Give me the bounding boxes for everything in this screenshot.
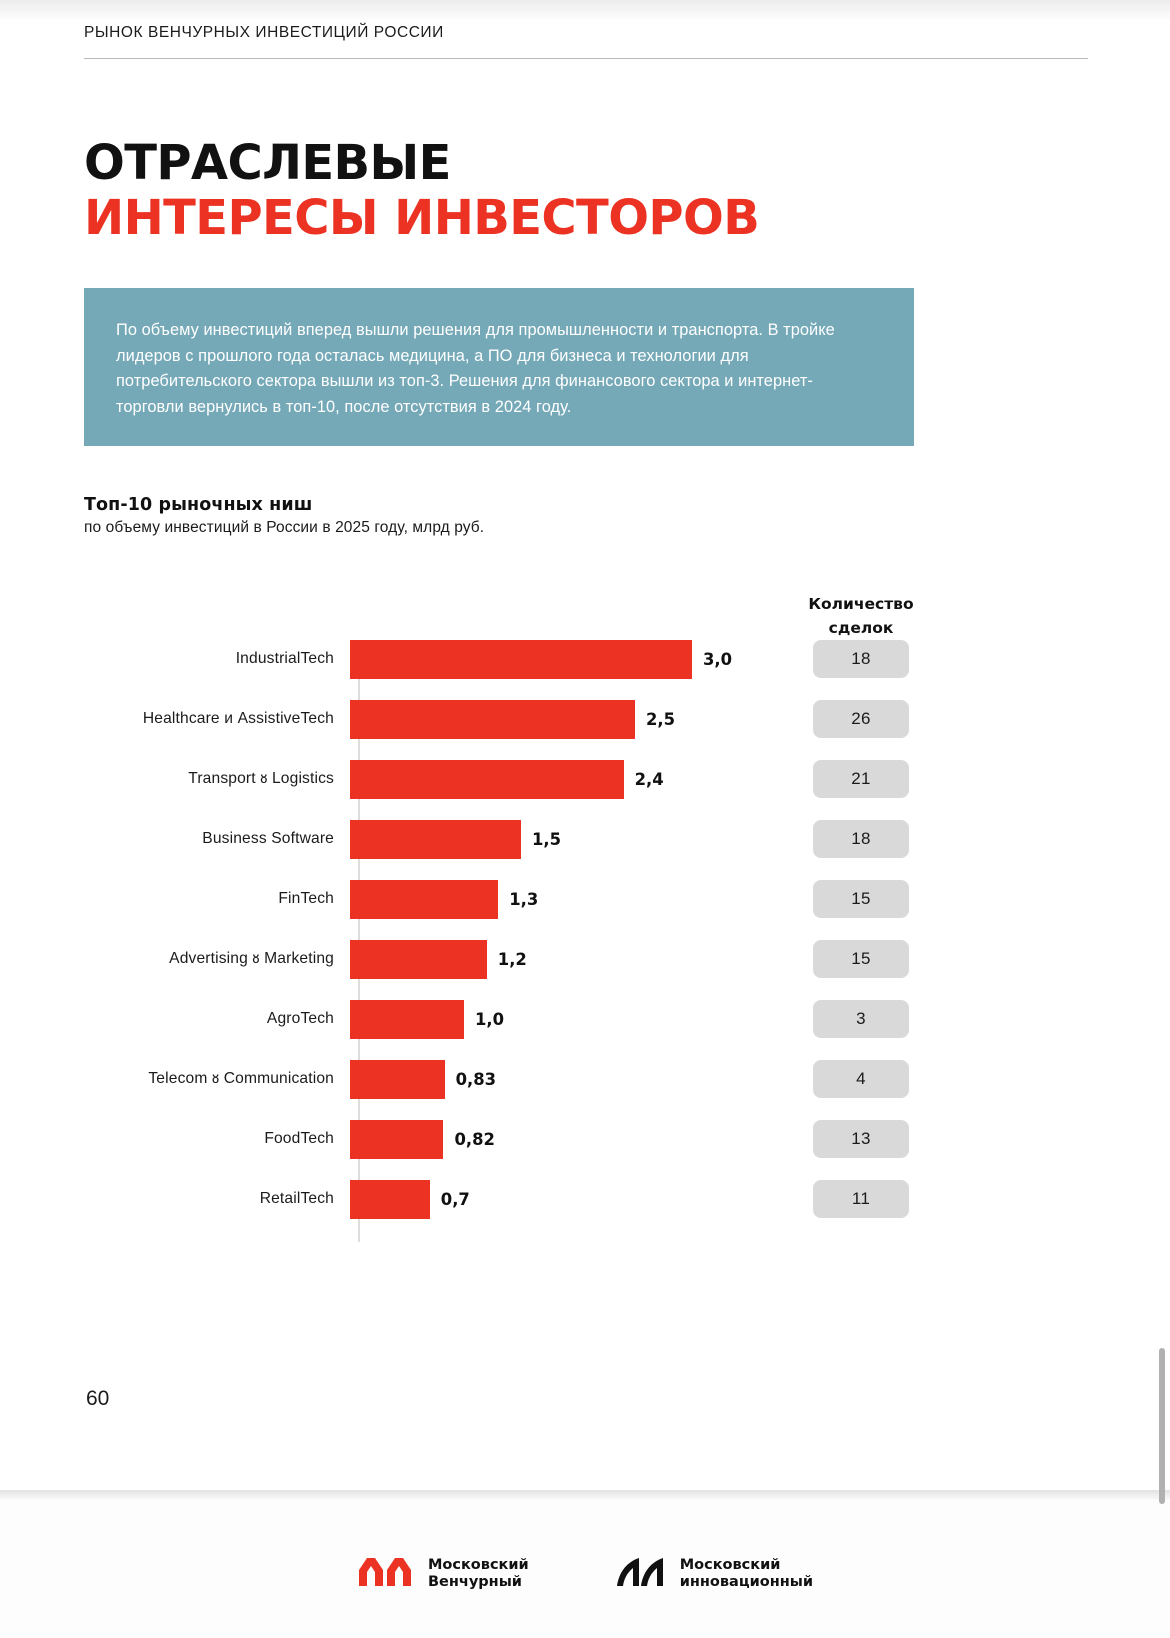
chart-row-label: Telecom ᴕ Communication [148, 1070, 334, 1087]
deals-count-cell: 3 [776, 996, 946, 1042]
page-title: ОТРАСЛЕВЫЕ ИНТЕРЕСЫ ИНВЕСТОРОВ [84, 135, 760, 246]
chart-bar-value: 0,82 [454, 1129, 495, 1149]
chart-bar [350, 699, 635, 739]
chart-row: RetailTech 0,7 11 [84, 1176, 1088, 1222]
chart-bar-zone: 0,83 [350, 1056, 770, 1102]
deals-count-pill: 3 [813, 1000, 909, 1038]
mvf-logo-label: Московский Венчурный [427, 1556, 529, 1590]
chart-row: Transport ᴕ Logistics 2,4 21 [84, 756, 1088, 802]
chart-bar-value: 3,0 [703, 649, 733, 669]
deals-count-cell: 11 [776, 1176, 946, 1222]
deals-count-pill: 26 [813, 700, 909, 738]
deals-count-cell: 21 [776, 756, 946, 802]
footer-logos: Московский Венчурный Московский инноваци… [0, 1554, 1170, 1593]
chart-row: Healthcare и AssistiveTech 2,5 26 [84, 696, 1088, 742]
chart-bar-zone: 1,2 [350, 936, 770, 982]
mvf-logo-icon [357, 1554, 415, 1593]
mic-logo-label: Московский инновационный [679, 1556, 814, 1590]
chart-bar-zone: 1,5 [350, 816, 770, 862]
chart-row-label: Advertising ᴕ Marketing [169, 950, 334, 967]
chart-bar [350, 879, 499, 919]
footer-band: Московский Венчурный Московский инноваци… [0, 1490, 1170, 1638]
chart-bar-zone: 1,0 [350, 996, 770, 1042]
chart-bar-zone: 2,4 [350, 756, 770, 802]
chart-row-label: Healthcare и AssistiveTech [142, 710, 334, 727]
page-scrollbar[interactable] [1159, 0, 1168, 1638]
chart-row-label: Transport ᴕ Logistics [188, 770, 334, 787]
chart-bar-value: 0,7 [440, 1189, 470, 1209]
chart-bar-value: 0,83 [455, 1069, 497, 1089]
chart-row: Business Software 1,5 18 [84, 816, 1088, 862]
chart-bar [350, 999, 464, 1039]
deals-count-pill: 4 [813, 1060, 909, 1098]
moscow-venture-fund-logo: Московский Венчурный [357, 1554, 529, 1593]
chart-row: Advertising ᴕ Marketing 1,2 15 [84, 936, 1088, 982]
mic-logo-icon [613, 1554, 667, 1593]
chart-bar [350, 759, 624, 799]
chart-bar-value: 1,3 [509, 889, 539, 909]
page-scrollbar-thumb[interactable] [1159, 1348, 1165, 1504]
deals-count-pill: 11 [813, 1180, 909, 1218]
running-head: РЫНОК ВЕНЧУРНЫХ ИНВЕСТИЦИЙ РОССИИ [84, 24, 1088, 59]
chart-bar [350, 1059, 445, 1099]
chart-bar-zone: 2,5 [350, 696, 770, 742]
deals-count-pill: 21 [813, 760, 909, 798]
chart-bar [350, 1119, 444, 1159]
deals-count-pill: 13 [813, 1120, 909, 1158]
chart-row: FoodTech 0,82 13 [84, 1116, 1088, 1162]
chart-row-label: FoodTech [264, 1130, 334, 1147]
chart-bar-zone: 0,82 [350, 1116, 770, 1162]
summary-callout: По объему инвестиций вперед вышли решени… [84, 288, 914, 446]
top-edge-shadow [0, 0, 1170, 22]
bar-chart: IndustrialTech 3,0 18 Healthcare и Assistiv… [84, 636, 1088, 1244]
chart-bar [350, 819, 521, 859]
deals-column-header: Количество сделок [808, 595, 914, 637]
chart-row: IndustrialTech 3,0 18 [84, 636, 1088, 682]
chart-row: AgroTech 1,0 3 [84, 996, 1088, 1042]
deals-count-pill: 15 [813, 880, 909, 918]
deals-count-cell: 15 [776, 936, 946, 982]
chart-row: Telecom ᴕ Communication 0,83 4 [84, 1056, 1088, 1102]
summary-callout-text: По объему инвестиций вперед вышли решени… [116, 321, 835, 416]
deals-count-cell: 4 [776, 1056, 946, 1102]
chart-bar-value: 1,5 [532, 829, 562, 849]
chart-bar [350, 639, 692, 679]
chart-heading: Топ-10 рыночных ниш по объему инвестиций… [84, 495, 484, 537]
chart-bar-zone: 0,7 [350, 1176, 770, 1222]
deals-count-pill: 15 [813, 940, 909, 978]
chart-bar-zone: 1,3 [350, 876, 770, 922]
chart-bar-value: 1,2 [497, 949, 527, 969]
moscow-innovation-cluster-logo: Московский инновационный [613, 1554, 813, 1593]
footer-divider [0, 1490, 1170, 1500]
deals-count-cell: 18 [776, 636, 946, 682]
deals-count-cell: 18 [776, 816, 946, 862]
chart-bar [350, 1179, 430, 1219]
chart-bar-value: 2,5 [646, 709, 676, 729]
chart-row-label: IndustrialTech [235, 650, 334, 667]
deals-count-cell: 13 [776, 1116, 946, 1162]
chart-row-label: Business Software [202, 830, 334, 847]
page-title-line-2: ИНТЕРЕСЫ ИНВЕСТОРОВ [84, 189, 760, 246]
chart-bar [350, 939, 487, 979]
running-head-text: РЫНОК ВЕНЧУРНЫХ ИНВЕСТИЦИЙ РОССИИ [84, 24, 444, 41]
chart-row: FinTech 1,3 15 [84, 876, 1088, 922]
deals-count-cell: 26 [776, 696, 946, 742]
deals-count-cell: 15 [776, 876, 946, 922]
page-sheet: РЫНОК ВЕНЧУРНЫХ ИНВЕСТИЦИЙ РОССИИ ОТРАСЛ… [0, 0, 1170, 1490]
deals-count-pill: 18 [813, 820, 909, 858]
chart-subtitle: по объему инвестиций в России в 2025 год… [84, 519, 485, 536]
running-head-divider [84, 58, 1088, 59]
chart-bar-value: 2,4 [634, 769, 664, 789]
chart-row-label: AgroTech [266, 1010, 334, 1027]
chart-bar-value: 1,0 [475, 1009, 505, 1029]
chart-row-label: RetailTech [259, 1190, 334, 1207]
chart-bar-zone: 3,0 [350, 636, 770, 682]
chart-row-label: FinTech [278, 890, 334, 907]
chart-title: Топ-10 рыночных ниш [84, 495, 313, 515]
page-number: 60 [86, 1387, 110, 1410]
page-title-line-1: ОТРАСЛЕВЫЕ [84, 135, 451, 191]
deals-count-pill: 18 [813, 640, 909, 678]
